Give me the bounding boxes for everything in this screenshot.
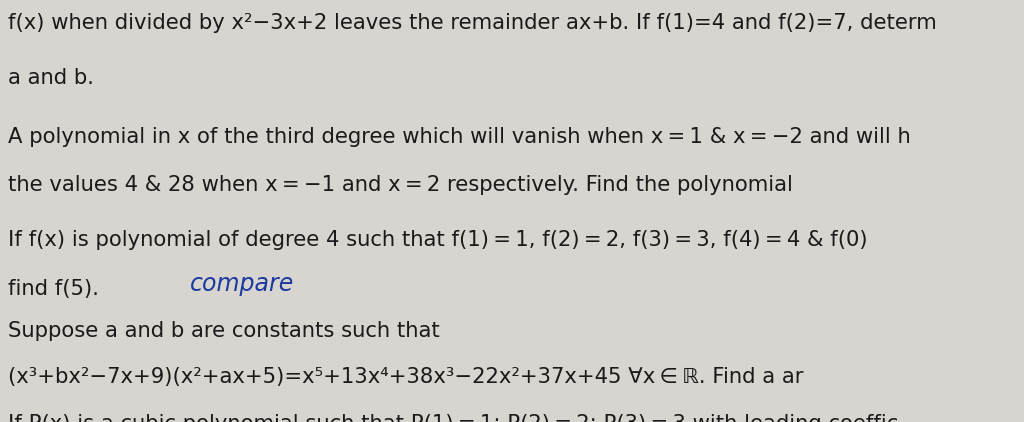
Text: the values 4 & 28 when x = −1 and x = 2 respectively. Find the polynomial: the values 4 & 28 when x = −1 and x = 2 … <box>8 175 793 195</box>
Text: If P(x) is a cubic polynomial such that P(1) = 1; P(2) = 2; P(3) = 3 with leadin: If P(x) is a cubic polynomial such that … <box>8 414 898 422</box>
Text: A polynomial in x of the third degree which will vanish when x = 1 & x = −2 and : A polynomial in x of the third degree wh… <box>8 127 911 146</box>
Text: a and b.: a and b. <box>8 68 94 87</box>
Text: find f(5).: find f(5). <box>8 279 99 298</box>
Text: (x³+bx²−7x+9)(x²+ax+5)=x⁵+13x⁴+38x³−22x²+37x+45 ∀x ∈ ℝ. Find a ar: (x³+bx²−7x+9)(x²+ax+5)=x⁵+13x⁴+38x³−22x²… <box>8 367 804 387</box>
Text: If f(x) is polynomial of degree 4 such that f(1) = 1, f(2) = 2, f(3) = 3, f(4) =: If f(x) is polynomial of degree 4 such t… <box>8 230 867 250</box>
Text: Suppose a and b are constants such that: Suppose a and b are constants such that <box>8 321 440 341</box>
Text: f(x) when divided by x²−3x+2 leaves the remainder ax+b. If f(1)=4 and f(2)=7, de: f(x) when divided by x²−3x+2 leaves the … <box>8 13 937 32</box>
Text: compare: compare <box>189 272 294 296</box>
